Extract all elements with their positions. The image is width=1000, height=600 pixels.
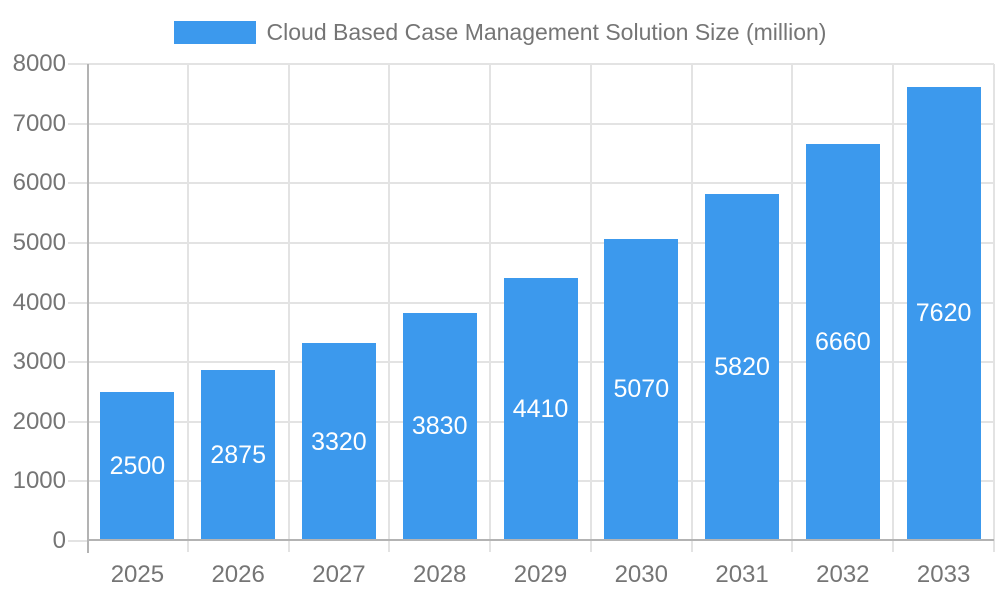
- y-axis-tick: [68, 241, 87, 244]
- legend[interactable]: Cloud Based Case Management Solution Siz…: [0, 17, 1000, 47]
- h-gridline: [87, 241, 994, 244]
- bar-value-label: 4410: [512, 395, 569, 424]
- x-axis-label: 2026: [211, 561, 265, 588]
- y-axis-label: 3000: [12, 348, 66, 376]
- y-axis-tick: [68, 122, 87, 125]
- bar[interactable]: 3830: [402, 312, 477, 541]
- x-axis-tick: [388, 541, 391, 552]
- y-axis-label: 1000: [12, 467, 66, 495]
- bar-value-label: 3830: [411, 412, 468, 441]
- legend-swatch: [173, 20, 256, 44]
- y-axis-tick: [68, 361, 87, 364]
- bar-value-label: 3320: [311, 427, 367, 456]
- x-axis-label: 2030: [614, 561, 668, 588]
- x-axis-label: 2033: [916, 561, 971, 588]
- y-axis-tick: [68, 420, 87, 423]
- bar[interactable]: 5070: [604, 238, 679, 541]
- y-axis-tick: [68, 63, 87, 65]
- legend-label: Cloud Based Case Management Solution Siz…: [266, 18, 827, 45]
- bar-value-label: 6660: [814, 327, 871, 356]
- x-axis-label: 2027: [312, 561, 366, 588]
- x-axis-label: 2032: [816, 561, 870, 588]
- bar-value-label: 2500: [109, 451, 166, 480]
- y-axis-label: 4000: [12, 288, 66, 316]
- bar[interactable]: 3320: [301, 343, 376, 541]
- v-gridline: [993, 64, 995, 541]
- bar[interactable]: 5820: [705, 194, 780, 541]
- y-axis-tick: [68, 301, 87, 304]
- bar[interactable]: 7620: [906, 86, 981, 541]
- x-axis-tick: [892, 541, 895, 552]
- y-axis-line: [87, 64, 89, 553]
- y-axis-tick: [68, 182, 87, 185]
- v-gridline: [388, 64, 391, 541]
- h-gridline: [87, 63, 994, 65]
- y-axis-label: 6000: [12, 169, 66, 197]
- bar[interactable]: 4410: [503, 278, 578, 541]
- v-gridline: [892, 64, 895, 541]
- bar-value-label: 5070: [613, 375, 670, 404]
- v-gridline: [690, 64, 693, 541]
- x-axis-tick: [791, 541, 794, 552]
- y-axis-label: 7000: [12, 109, 66, 137]
- x-axis-tick: [287, 541, 290, 552]
- y-axis-label: 0: [52, 527, 66, 554]
- x-axis-label: 2025: [110, 561, 165, 588]
- v-gridline: [589, 64, 592, 541]
- h-gridline: [87, 122, 994, 125]
- v-gridline: [791, 64, 794, 541]
- x-axis-label: 2031: [715, 561, 769, 588]
- y-axis-tick: [68, 480, 87, 483]
- y-axis-tick: [68, 540, 87, 542]
- x-axis-line: [87, 539, 994, 541]
- x-axis-tick: [993, 541, 995, 552]
- x-axis-tick: [690, 541, 693, 552]
- v-gridline: [489, 64, 492, 541]
- bar[interactable]: 2875: [201, 369, 276, 541]
- bar-value-label: 5820: [714, 353, 770, 381]
- y-axis-label: 8000: [12, 50, 66, 77]
- x-axis-tick: [489, 541, 492, 552]
- plot-area: 0 1000 2000 3000 4000 5000 6000 7000 8000 2025 202…: [13, 50, 995, 588]
- x-axis-tick: [186, 541, 189, 552]
- x-axis-label: 2028: [413, 561, 467, 588]
- y-axis-label: 5000: [12, 228, 66, 256]
- bar-value-label: 7620: [915, 299, 972, 328]
- bar[interactable]: 2500: [100, 391, 175, 541]
- h-gridline: [87, 182, 994, 185]
- x-axis-label: 2029: [513, 561, 568, 588]
- bar[interactable]: 6660: [805, 143, 880, 541]
- x-axis-tick: [589, 541, 592, 552]
- bar-value-label: 2875: [210, 440, 266, 469]
- y-axis-label: 2000: [12, 407, 66, 435]
- v-gridline: [287, 64, 290, 541]
- v-gridline: [186, 64, 189, 541]
